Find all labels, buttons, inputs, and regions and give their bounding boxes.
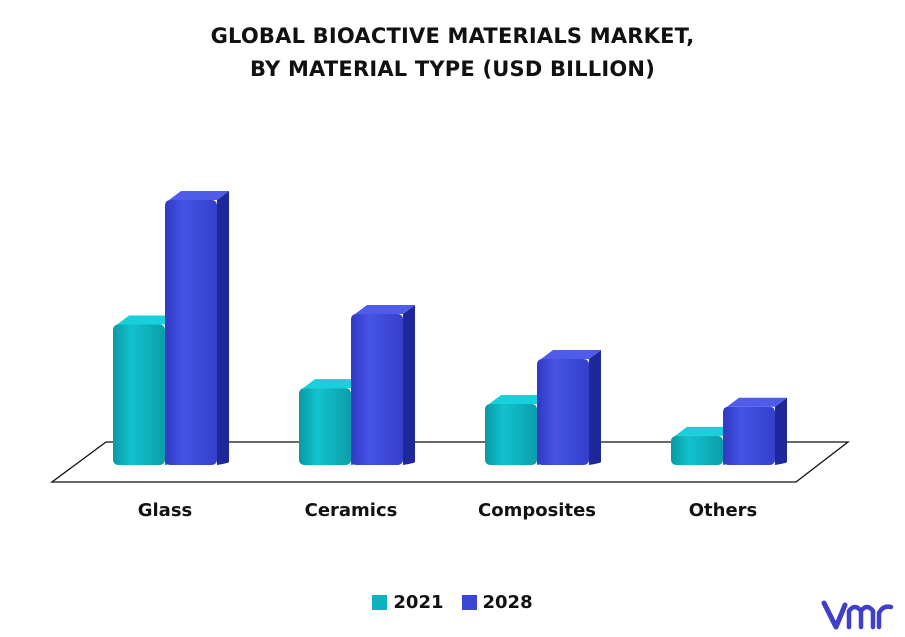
category-label-glass: Glass [137,500,193,521]
vmr-logo-icon [821,600,894,630]
category-label-others: Others [688,500,758,521]
chart-title: GLOBAL BIOACTIVE MATERIALS MARKET, BY MA… [0,20,905,86]
chart-title-line-2: BY MATERIAL TYPE (USD BILLION) [249,57,655,81]
bar-2028-others [723,397,787,465]
legend-label-2021: 2021 [393,592,444,613]
bar-2028-glass [165,191,229,465]
bar-2028-ceramics [351,304,415,465]
legend-swatch-2028 [461,595,477,610]
legend: 2021 2028 [0,592,905,613]
bar-2028-composites [537,350,601,465]
legend-item-2028: 2028 [461,592,533,613]
legend-swatch-2021 [372,595,388,610]
legend-item-2021: 2021 [372,592,444,613]
chart-title-line-1: GLOBAL BIOACTIVE MATERIALS MARKET, [210,24,695,48]
category-label-ceramics: Ceramics [304,500,398,521]
legend-label-2028: 2028 [482,592,533,613]
category-label-composites: Composites [478,500,596,521]
bar-group [113,191,787,465]
